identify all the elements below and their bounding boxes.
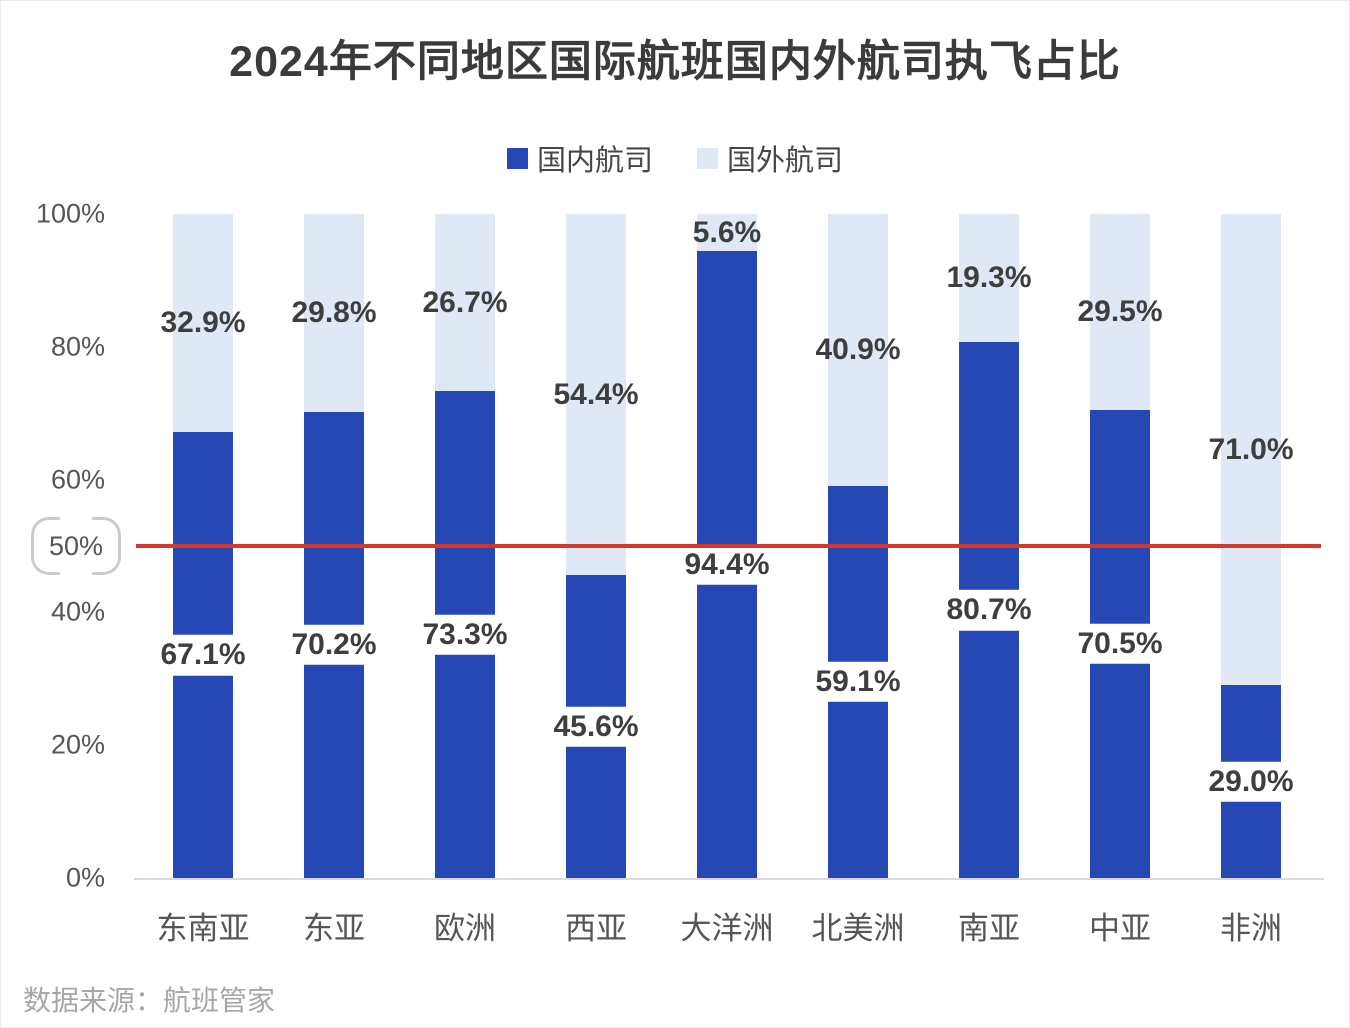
data-label-domestic: 59.1% [807, 661, 909, 703]
segment-foreign [173, 214, 233, 433]
x-axis-label: 西亚 [565, 911, 627, 946]
data-label-foreign: 40.9% [815, 332, 901, 366]
data-label-domestic: 70.2% [283, 624, 385, 666]
segment-foreign [959, 214, 1019, 343]
data-label-domestic: 70.5% [1069, 623, 1171, 665]
data-label-domestic: 80.7% [938, 589, 1040, 631]
bracket-left-icon [31, 517, 60, 575]
y-axis-tick: 100% [35, 198, 105, 229]
data-label-foreign: 26.7% [422, 285, 508, 319]
x-axis-label: 欧洲 [434, 911, 496, 946]
segment-foreign [828, 214, 888, 486]
x-axis-label: 南亚 [958, 911, 1020, 946]
data-label-foreign: 19.3% [946, 260, 1032, 294]
bracket-right-icon [92, 517, 121, 575]
x-axis-label: 东亚 [303, 911, 365, 946]
segment-foreign [566, 214, 626, 576]
data-label-foreign: 54.4% [553, 377, 639, 411]
data-label-domestic: 45.6% [545, 706, 647, 747]
data-label-foreign: 32.9% [160, 305, 246, 339]
segment-foreign [1090, 214, 1150, 410]
reference-tick-label: 50% [48, 530, 104, 561]
data-label-domestic: 73.3% [414, 614, 516, 655]
x-axis-label: 东南亚 [156, 911, 250, 946]
data-label-domestic: 29.0% [1200, 761, 1302, 802]
segment-foreign [435, 214, 495, 392]
reference-line-50 [136, 544, 1321, 548]
x-axis-line [134, 878, 1324, 880]
data-label-domestic: 67.1% [152, 634, 254, 676]
legend: 国内航司 国外航司 [1, 137, 1349, 179]
source-note: 数据来源：航班管家 [23, 985, 276, 1016]
legend-item-0: 国内航司 [506, 137, 653, 179]
plot-area: 67.1% 32.9% 70.2% 29.8% 73.3% 26.7% 45.6% 54.4%… [134, 214, 1324, 880]
legend-label: 国外航司 [727, 145, 844, 177]
data-label-foreign: 71.0% [1208, 432, 1294, 466]
x-axis-label: 北美洲 [811, 911, 905, 946]
chart-title: 2024年不同地区国际航班国内外航司执飞占比 [229, 38, 1121, 86]
legend-swatch-icon [697, 147, 718, 169]
legend-swatch-icon [506, 147, 528, 169]
segment-foreign [1221, 214, 1281, 686]
reference-tick-50: 50% [31, 517, 121, 575]
data-label-foreign: 5.6% [692, 215, 762, 249]
segment-foreign [697, 214, 757, 252]
segment-foreign [304, 214, 364, 412]
data-label-domestic: 94.4% [676, 544, 778, 585]
x-axis-label: 非洲 [1220, 911, 1282, 946]
x-axis-label: 大洋洲 [680, 911, 774, 946]
y-axis-tick: 60% [50, 464, 105, 495]
data-label-foreign: 29.8% [291, 295, 377, 329]
y-axis-tick: 0% [65, 862, 105, 893]
legend-item-1: 国外航司 [697, 137, 843, 179]
x-axis-label: 中亚 [1089, 911, 1151, 946]
y-axis-tick: 20% [50, 729, 105, 760]
legend-label: 国内航司 [536, 145, 653, 177]
y-axis-tick: 80% [50, 331, 105, 362]
y-axis-tick: 40% [50, 596, 105, 627]
data-label-foreign: 29.5% [1077, 294, 1163, 328]
